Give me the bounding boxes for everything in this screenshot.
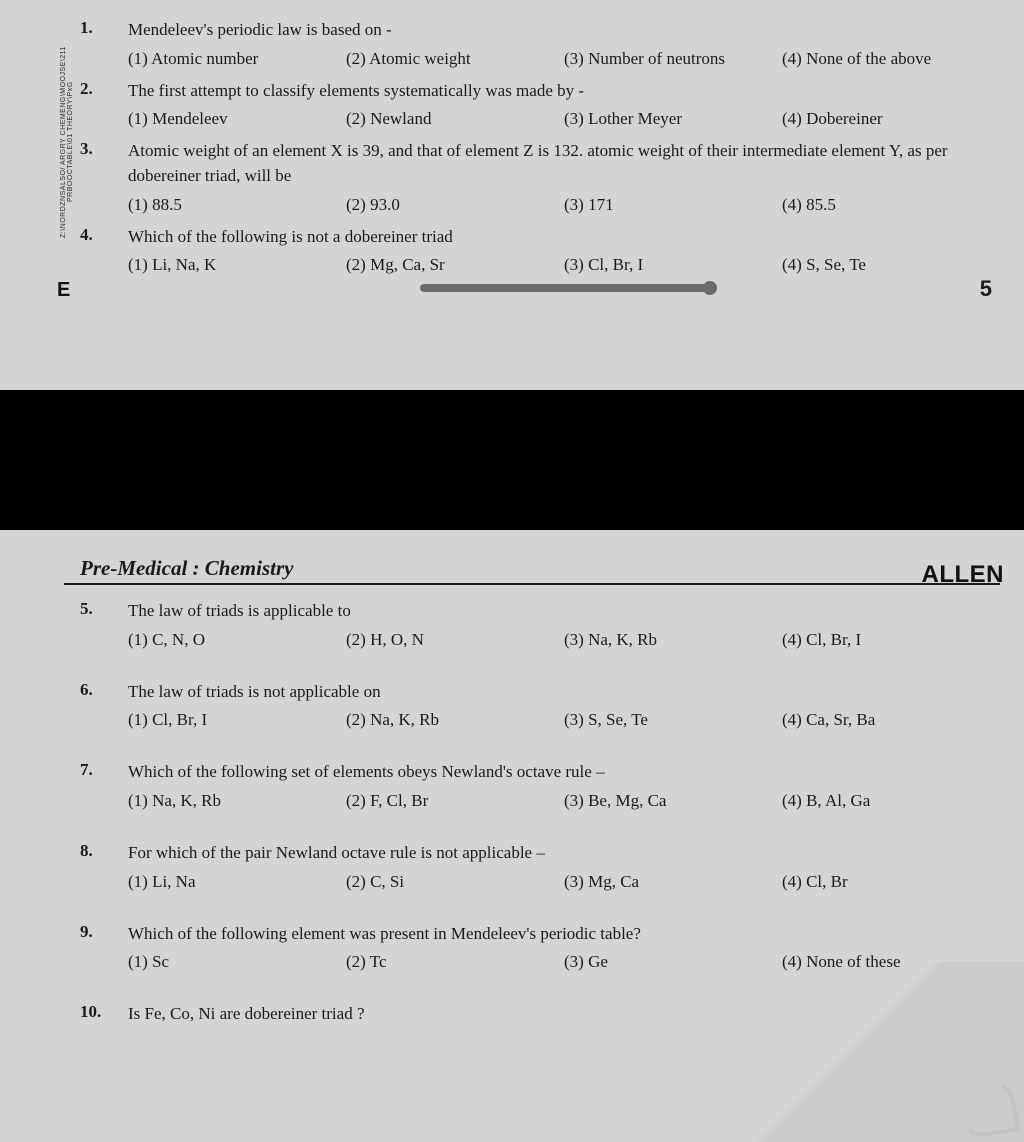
section-header: Pre-Medical : Chemistry ALLEN — [64, 556, 1000, 585]
option: (2) Mg, Ca, Sr — [346, 255, 564, 275]
option: (3) S, Se, Te — [564, 710, 782, 730]
side-file-path: Z:\NORDZNSALSO/ ARGRY CHEMENG\MOOJSE\211… — [60, 18, 74, 266]
option: (4) Ca, Sr, Ba — [782, 710, 1000, 730]
option: (2) Newland — [346, 109, 564, 129]
option: (2) Tc — [346, 952, 564, 972]
options-row: (1) Sc(2) Tc(3) Ge(4) None of these — [128, 952, 1000, 972]
question-row: 3.Atomic weight of an element X is 39, a… — [80, 139, 1000, 188]
option: (4) None of these — [782, 952, 1000, 972]
option: (4) Cl, Br — [782, 872, 1000, 892]
option: (2) 93.0 — [346, 195, 564, 215]
question-block: 5.The law of triads is applicable to (1) … — [80, 599, 1000, 650]
question-text: The law of triads is not applicable on — [128, 680, 381, 705]
options-row: (1) Na, K, Rb(2) F, Cl, Br(3) Be, Mg, Ca… — [128, 791, 1000, 811]
question-number: 9. — [80, 922, 128, 942]
question-text: Atomic weight of an element X is 39, and… — [128, 139, 1000, 188]
option: (2) Atomic weight — [346, 49, 564, 69]
option: (4) None of the above — [782, 49, 1000, 69]
option: (4) Cl, Br, I — [782, 630, 1000, 650]
option: (2) Na, K, Rb — [346, 710, 564, 730]
option: (1) C, N, O — [128, 630, 346, 650]
page-number: 5 — [980, 276, 992, 302]
question-number: 6. — [80, 680, 128, 700]
options-row: (1) Mendeleev(2) Newland(3) Lother Meyer… — [128, 109, 1000, 129]
options-row: (1) 88.5(2) 93.0(3) 171(4) 85.5 — [128, 195, 1000, 215]
question-block: 4.Which of the following is not a dobere… — [80, 225, 1000, 276]
question-row: 9.Which of the following element was pre… — [80, 922, 1000, 947]
option: (4) B, Al, Ga — [782, 791, 1000, 811]
option: (3) Lother Meyer — [564, 109, 782, 129]
section-letter-e: E — [57, 279, 70, 302]
question-block: 2.The first attempt to classify elements… — [80, 79, 1000, 130]
page-top: Z:\NORDZNSALSO/ ARGRY CHEMENG\MOOJSE\211… — [0, 0, 1024, 390]
question-block: 8.For which of the pair Newland octave r… — [80, 841, 1000, 892]
option: (1) Li, Na — [128, 872, 346, 892]
section-title: Pre-Medical : Chemistry — [80, 556, 293, 583]
question-number: 4. — [80, 225, 128, 245]
option: (3) Number of neutrons — [564, 49, 782, 69]
question-number: 3. — [80, 139, 128, 159]
option: (2) H, O, N — [346, 630, 564, 650]
option: (2) C, Si — [346, 872, 564, 892]
question-row: 2.The first attempt to classify elements… — [80, 79, 1000, 104]
question-row: 10.Is Fe, Co, Ni are dobereiner triad ? — [80, 1002, 1000, 1027]
question-row: 7.Which of the following set of elements… — [80, 760, 1000, 785]
watermark-arc — [952, 1075, 1021, 1141]
question-block: 1.Mendeleev's periodic law is based on -… — [80, 18, 1000, 69]
question-block: 10.Is Fe, Co, Ni are dobereiner triad ? — [80, 1002, 1000, 1027]
page-gap — [0, 390, 1024, 530]
question-number: 7. — [80, 760, 128, 780]
options-row: (1) Atomic number(2) Atomic weight(3) Nu… — [128, 49, 1000, 69]
question-text: Which of the following set of elements o… — [128, 760, 605, 785]
bottom-question-list: 5.The law of triads is applicable to (1) … — [80, 599, 1000, 1027]
option: (3) Ge — [564, 952, 782, 972]
option: (1) Cl, Br, I — [128, 710, 346, 730]
option: (3) Mg, Ca — [564, 872, 782, 892]
top-question-list: 1.Mendeleev's periodic law is based on -… — [80, 18, 1000, 275]
option: (3) Na, K, Rb — [564, 630, 782, 650]
question-number: 10. — [80, 1002, 128, 1022]
option: (1) Mendeleev — [128, 109, 346, 129]
page-bottom: Pre-Medical : Chemistry ALLEN 5.The law … — [0, 530, 1024, 1142]
option: (3) Be, Mg, Ca — [564, 791, 782, 811]
question-text: Which of the following element was prese… — [128, 922, 641, 947]
option: (2) F, Cl, Br — [346, 791, 564, 811]
question-number: 5. — [80, 599, 128, 619]
question-number: 8. — [80, 841, 128, 861]
option: (4) S, Se, Te — [782, 255, 1000, 275]
question-number: 2. — [80, 79, 128, 99]
options-row: (1) Li, Na, K(2) Mg, Ca, Sr(3) Cl, Br, I… — [128, 255, 1000, 275]
options-row: (1) Li, Na(2) C, Si(3) Mg, Ca(4) Cl, Br — [128, 872, 1000, 892]
question-text: For which of the pair Newland octave rul… — [128, 841, 545, 866]
allen-brand: ALLEN — [922, 561, 1005, 589]
option: (1) Li, Na, K — [128, 255, 346, 275]
question-block: 7.Which of the following set of elements… — [80, 760, 1000, 811]
option: (1) 88.5 — [128, 195, 346, 215]
question-row: 5.The law of triads is applicable to — [80, 599, 1000, 624]
question-number: 1. — [80, 18, 128, 38]
option: (3) Cl, Br, I — [564, 255, 782, 275]
question-block: 3.Atomic weight of an element X is 39, a… — [80, 139, 1000, 214]
option: (1) Atomic number — [128, 49, 346, 69]
options-row: (1) Cl, Br, I(2) Na, K, Rb(3) S, Se, Te(… — [128, 710, 1000, 730]
question-row: 1.Mendeleev's periodic law is based on - — [80, 18, 1000, 43]
question-text: The law of triads is applicable to — [128, 599, 351, 624]
question-block: 9.Which of the following element was pre… — [80, 922, 1000, 973]
progress-handle[interactable] — [703, 281, 717, 295]
option: (4) Dobereiner — [782, 109, 1000, 129]
question-row: 4.Which of the following is not a dobere… — [80, 225, 1000, 250]
options-row: (1) C, N, O(2) H, O, N(3) Na, K, Rb(4) C… — [128, 630, 1000, 650]
question-text: Is Fe, Co, Ni are dobereiner triad ? — [128, 1002, 365, 1027]
question-text: Mendeleev's periodic law is based on - — [128, 18, 392, 43]
question-block: 6.The law of triads is not applicable on… — [80, 680, 1000, 731]
option: (4) 85.5 — [782, 195, 1000, 215]
option: (1) Sc — [128, 952, 346, 972]
option: (3) 171 — [564, 195, 782, 215]
option: (1) Na, K, Rb — [128, 791, 346, 811]
progress-bar[interactable] — [420, 284, 710, 292]
question-text: The first attempt to classify elements s… — [128, 79, 584, 104]
question-row: 6.The law of triads is not applicable on — [80, 680, 1000, 705]
question-row: 8.For which of the pair Newland octave r… — [80, 841, 1000, 866]
question-text: Which of the following is not a doberein… — [128, 225, 453, 250]
